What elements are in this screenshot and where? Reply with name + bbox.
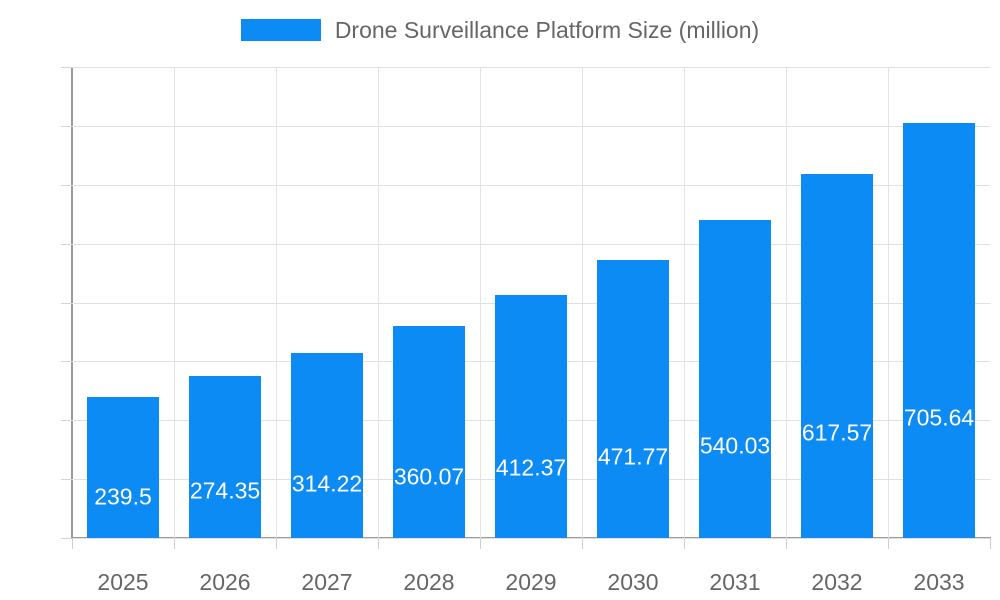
legend-label: Drone Surveillance Platform Size (millio… xyxy=(334,16,760,43)
horizontal-gridline xyxy=(72,243,990,245)
x-axis-tick-label: 2031 xyxy=(709,569,761,595)
legend-item-drone-surveillance-platform-size[interactable]: Drone Surveillance Platform Size (millio… xyxy=(240,16,760,43)
x-axis-tick-mark xyxy=(786,538,787,549)
horizontal-gridline xyxy=(72,125,990,127)
y-axis-tick-mark xyxy=(61,538,72,539)
vertical-gridline xyxy=(480,67,481,538)
y-axis-tick-mark xyxy=(61,67,72,68)
x-axis-tick-mark xyxy=(990,538,991,549)
y-axis-tick-mark xyxy=(61,479,72,481)
bar[interactable]: 239.5 xyxy=(87,397,159,538)
vertical-gridline xyxy=(684,67,685,538)
vertical-gridline xyxy=(378,67,379,538)
bar[interactable]: 705.64 xyxy=(903,122,975,538)
bar[interactable]: 274.35 xyxy=(189,376,261,538)
vertical-gridline xyxy=(276,67,277,538)
y-axis-tick-mark xyxy=(61,361,72,363)
vertical-gridline xyxy=(786,67,787,538)
x-axis-tick-label: 2030 xyxy=(607,569,659,595)
x-axis-tick-label: 2028 xyxy=(403,569,455,595)
y-axis-tick-mark xyxy=(61,125,72,127)
x-axis-tick-mark xyxy=(888,538,889,549)
bar[interactable]: 412.37 xyxy=(495,295,567,538)
y-axis-tick-mark xyxy=(61,302,72,304)
bar-value-label: 471.77 xyxy=(597,443,669,470)
bar-value-label: 239.5 xyxy=(94,483,152,510)
legend-color-swatch-icon xyxy=(240,19,321,41)
horizontal-gridline xyxy=(72,538,990,539)
x-axis-tick-mark xyxy=(480,538,481,549)
bar-value-label: 412.37 xyxy=(495,454,567,481)
bar[interactable]: 360.07 xyxy=(393,326,465,538)
vertical-gridline xyxy=(888,67,889,538)
bar[interactable]: 314.22 xyxy=(291,353,363,538)
bar-value-label: 705.64 xyxy=(903,404,975,431)
x-axis-tick-mark xyxy=(276,538,277,549)
vertical-gridline xyxy=(174,67,175,538)
horizontal-gridline xyxy=(72,67,990,68)
y-axis-tick-mark xyxy=(61,243,72,245)
x-axis-tick-label: 2026 xyxy=(199,569,251,595)
x-axis-tick-mark xyxy=(72,538,73,549)
vertical-gridline xyxy=(582,67,583,538)
x-axis-tick-mark xyxy=(174,538,175,549)
horizontal-gridline xyxy=(72,184,990,186)
bar-value-label: 540.03 xyxy=(699,432,771,459)
chart-legend: Drone Surveillance Platform Size (millio… xyxy=(0,10,1000,50)
x-axis-tick-mark xyxy=(582,538,583,549)
y-axis-tick-mark xyxy=(61,420,72,422)
bar[interactable]: 540.03 xyxy=(699,220,771,538)
x-axis-tick-mark xyxy=(378,538,379,549)
x-axis-tick-label: 2027 xyxy=(301,569,353,595)
bar-value-label: 314.22 xyxy=(291,470,363,497)
y-axis-tick-mark xyxy=(61,184,72,186)
bar-value-label: 360.07 xyxy=(393,463,465,490)
bar[interactable]: 471.77 xyxy=(597,260,669,538)
x-axis-tick-label: 2032 xyxy=(811,569,863,595)
bar[interactable]: 617.57 xyxy=(801,174,873,538)
plot-area: 0100200300400500600700800202520262027202… xyxy=(61,67,991,594)
x-axis-tick-mark xyxy=(684,538,685,549)
x-axis-tick-label: 2033 xyxy=(913,569,965,595)
x-axis-tick-label: 2025 xyxy=(97,569,149,595)
bar-value-label: 274.35 xyxy=(189,477,261,504)
x-axis-tick-label: 2029 xyxy=(505,569,557,595)
bar-value-label: 617.57 xyxy=(801,419,873,446)
